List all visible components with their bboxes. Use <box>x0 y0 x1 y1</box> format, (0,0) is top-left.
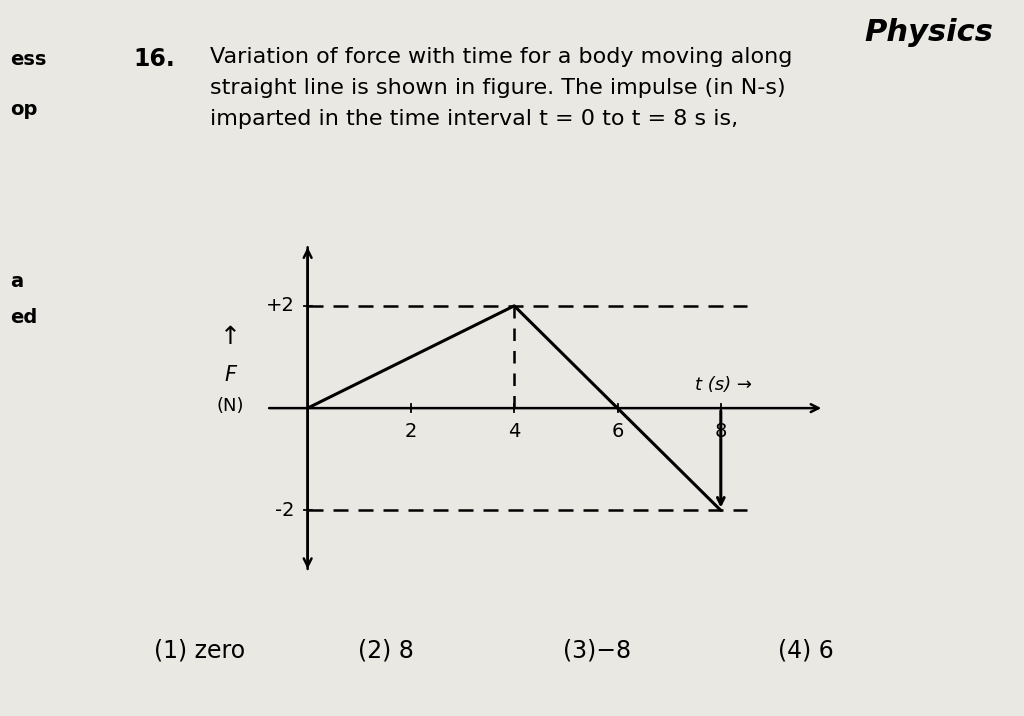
Text: (3)−8: (3)−8 <box>563 638 632 662</box>
Text: (4) 6: (4) 6 <box>778 638 834 662</box>
Text: 8: 8 <box>715 422 727 442</box>
Text: (1) zero: (1) zero <box>154 638 245 662</box>
Text: F: F <box>224 365 237 385</box>
Text: ess: ess <box>10 50 47 69</box>
Text: t (s) →: t (s) → <box>695 376 752 394</box>
Text: (N): (N) <box>216 397 244 415</box>
Text: op: op <box>10 100 38 120</box>
Text: +2: +2 <box>266 296 295 315</box>
Text: 4: 4 <box>508 422 520 442</box>
Text: (2) 8: (2) 8 <box>358 638 415 662</box>
Text: Variation of force with time for a body moving along
straight line is shown in f: Variation of force with time for a body … <box>210 47 793 129</box>
Text: -2: -2 <box>275 501 295 520</box>
Text: Physics: Physics <box>864 18 993 47</box>
Text: 2: 2 <box>404 422 417 442</box>
Text: 6: 6 <box>611 422 624 442</box>
Text: a: a <box>10 272 24 291</box>
Text: 16.: 16. <box>133 47 175 71</box>
Text: ed: ed <box>10 308 38 327</box>
Text: ↑: ↑ <box>220 324 241 349</box>
